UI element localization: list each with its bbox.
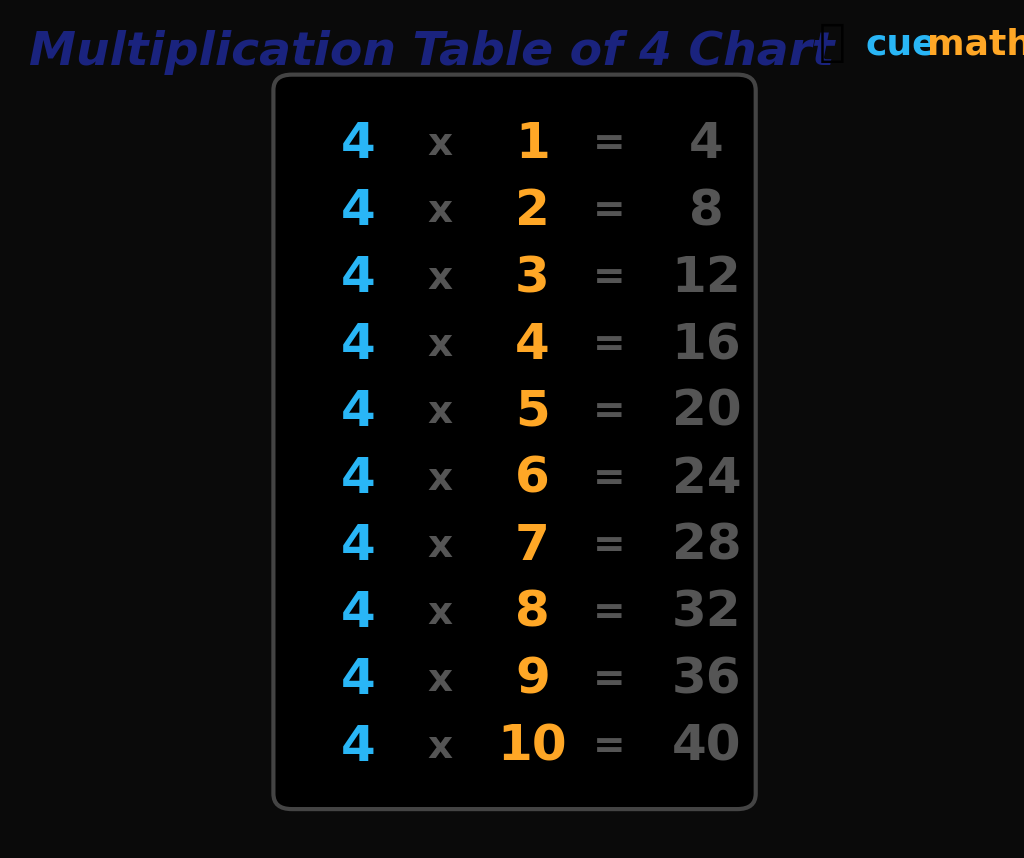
Text: 9: 9 (515, 656, 550, 704)
Text: 4: 4 (341, 722, 376, 770)
Text: 10: 10 (498, 722, 567, 770)
Text: =: = (593, 728, 626, 765)
Text: 3: 3 (515, 254, 550, 302)
Text: 20: 20 (672, 388, 741, 436)
Text: 4: 4 (341, 455, 376, 503)
Text: x: x (428, 594, 453, 631)
Text: Multiplication Table of 4 Chart: Multiplication Table of 4 Chart (29, 30, 835, 75)
Text: x: x (428, 527, 453, 565)
Text: 40: 40 (672, 722, 741, 770)
Text: =: = (593, 661, 626, 698)
Text: =: = (593, 326, 626, 364)
Text: 6: 6 (515, 455, 550, 503)
FancyBboxPatch shape (273, 75, 756, 809)
Text: x: x (428, 393, 453, 431)
Text: 4: 4 (341, 522, 376, 570)
Text: 8: 8 (515, 589, 550, 637)
Text: 4: 4 (341, 656, 376, 704)
Text: 4: 4 (689, 120, 724, 168)
Text: =: = (593, 192, 626, 230)
Text: 7: 7 (515, 522, 550, 570)
Text: 🚀: 🚀 (819, 21, 846, 64)
Text: 36: 36 (672, 656, 741, 704)
Text: =: = (593, 259, 626, 297)
Text: =: = (593, 594, 626, 631)
Text: 16: 16 (672, 321, 741, 369)
Text: 12: 12 (672, 254, 741, 302)
Text: =: = (593, 460, 626, 498)
Text: 4: 4 (341, 321, 376, 369)
Text: =: = (593, 393, 626, 431)
Text: x: x (428, 460, 453, 498)
Text: 2: 2 (515, 187, 550, 235)
Text: 24: 24 (672, 455, 741, 503)
Text: 4: 4 (341, 388, 376, 436)
Text: 4: 4 (341, 120, 376, 168)
Text: 28: 28 (672, 522, 741, 570)
Text: x: x (428, 192, 453, 230)
Text: x: x (428, 259, 453, 297)
Text: 8: 8 (689, 187, 724, 235)
Text: x: x (428, 661, 453, 698)
Text: 4: 4 (341, 254, 376, 302)
Text: =: = (593, 125, 626, 163)
Text: 4: 4 (341, 589, 376, 637)
Text: x: x (428, 125, 453, 163)
Text: 32: 32 (672, 589, 741, 637)
Text: =: = (593, 527, 626, 565)
Text: 4: 4 (341, 187, 376, 235)
Text: math: math (927, 27, 1024, 62)
Text: x: x (428, 728, 453, 765)
Text: x: x (428, 326, 453, 364)
Text: cue: cue (865, 27, 937, 62)
Text: 1: 1 (515, 120, 550, 168)
Text: 5: 5 (515, 388, 550, 436)
Text: 4: 4 (515, 321, 550, 369)
